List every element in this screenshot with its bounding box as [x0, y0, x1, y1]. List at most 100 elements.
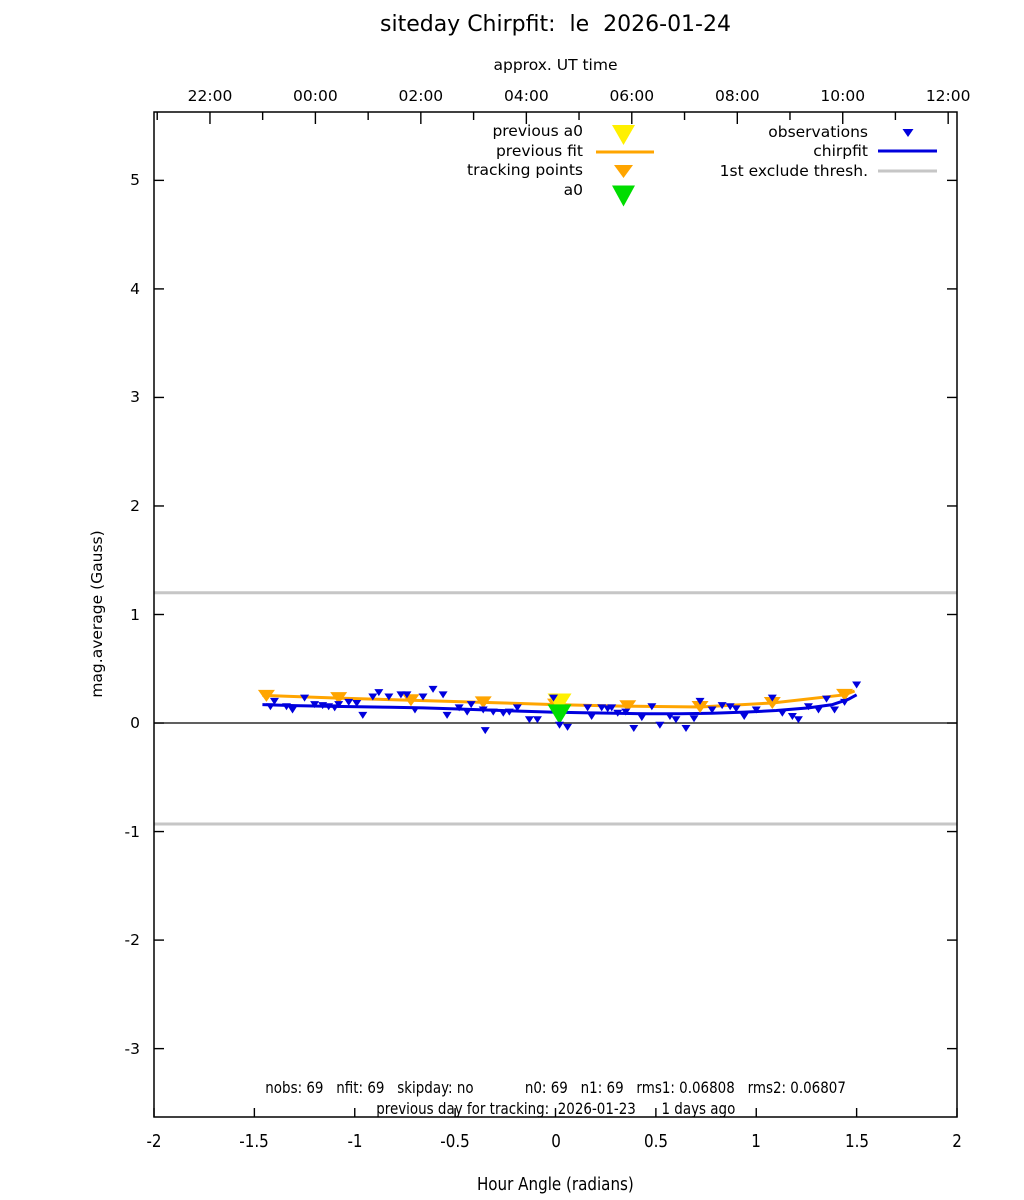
y-tick-label: 3 [130, 388, 140, 407]
observation-point [334, 701, 344, 709]
observation-point [410, 706, 420, 714]
observation-point [717, 702, 727, 710]
x-tick-label-text: -1 [347, 1131, 363, 1152]
observation-point [480, 727, 490, 735]
observation-point [681, 724, 691, 732]
observation-point [665, 713, 675, 721]
tracking-point-marker [836, 688, 854, 701]
observation-point [488, 708, 498, 716]
tracking-point-marker [691, 700, 709, 713]
a0-marker [547, 704, 572, 725]
x-tick-label-text: 1.5 [844, 1131, 869, 1152]
ut-tick-label: 22:00 [187, 87, 233, 105]
ut-tick-label: 10:00 [820, 87, 866, 105]
observation-point [352, 699, 362, 707]
observation-point [787, 713, 797, 721]
y-tick-label: -1 [124, 822, 140, 841]
observation-point [288, 706, 298, 714]
legend-label-previous-fit: previous fit [495, 142, 583, 160]
observation-point [813, 706, 823, 714]
observation-point [629, 724, 639, 732]
observation-point [532, 716, 542, 724]
x-tick-label-text: -2 [146, 1131, 162, 1152]
observation-point [358, 711, 368, 719]
observation-point [478, 706, 488, 714]
observation-point [524, 716, 534, 724]
observation-point [310, 701, 320, 709]
observation-point [512, 704, 522, 712]
x-tick-label-text: 2 [952, 1131, 962, 1152]
observation-point [607, 704, 617, 712]
observation-point [695, 697, 705, 705]
ut-tick-label: 02:00 [398, 87, 444, 105]
legend-label-exclude-thresh: 1st exclude thresh. [719, 162, 868, 180]
chart-title: siteday Chirpfit: le 2026-01-24 [380, 12, 731, 37]
x-tick-label-text: 1 [751, 1131, 762, 1152]
observation-point [689, 715, 699, 723]
top-axis-title: approx. UT time [493, 56, 618, 74]
observation-point [739, 713, 749, 721]
tracking-point-marker [763, 696, 781, 709]
x-tick-label-text: 0.5 [643, 1131, 668, 1152]
observation-point [621, 708, 631, 716]
x-tick-label: 0.5 [642, 1131, 671, 1153]
observation-point [587, 713, 597, 721]
observation-point [418, 693, 428, 701]
observation-point [396, 691, 406, 699]
observation-point [830, 706, 840, 714]
stats-line-2-text: previous day for tracking: 2026-01-23 1 … [375, 1099, 736, 1118]
observation-point [281, 703, 291, 711]
observation-point [442, 711, 452, 719]
legend-label-previous-a0: previous a0 [492, 122, 583, 140]
observation-point [265, 703, 275, 711]
x-tick-label-text: 0 [550, 1131, 561, 1152]
stats-line-1-text: nobs: 69 nfit: 69 skipday: no n0: 69 n1:… [265, 1078, 846, 1097]
stats-line-2: previous day for tracking: 2026-01-23 1 … [154, 1099, 957, 1119]
y-tick-label: 1 [130, 605, 140, 624]
observation-point [751, 706, 761, 714]
legend-a0-marker [612, 185, 635, 207]
x-axis-title: Hour Angle (radians) [154, 1174, 957, 1195]
legend-observations-marker [902, 129, 914, 137]
legend-label-tracking-points: tracking points [467, 161, 583, 179]
observation-point [852, 681, 862, 689]
observation-point [384, 693, 394, 701]
observation-point [767, 694, 777, 702]
observation-point [725, 703, 735, 711]
ut-tick-label: 04:00 [504, 87, 549, 105]
observation-point [498, 709, 508, 717]
observation-point [731, 705, 741, 713]
tracking-point-marker [257, 689, 275, 702]
observation-point [466, 701, 476, 709]
observation-point [803, 703, 813, 711]
x-tick-label-text: -1.5 [239, 1131, 270, 1152]
x-tick-label: -0.5 [438, 1131, 473, 1153]
observation-point [368, 693, 378, 701]
x-tick-label: 1.5 [842, 1131, 871, 1153]
y-tick-label: 5 [130, 171, 140, 190]
x-tick-label: 0 [550, 1131, 561, 1153]
stats-line-1: nobs: 69 nfit: 69 skipday: no n0: 69 n1:… [154, 1078, 957, 1098]
x-tick-label: 2 [951, 1131, 962, 1153]
legend-label-chirpfit: chirpfit [813, 142, 868, 160]
x-tick-label-text: -0.5 [440, 1131, 470, 1152]
observation-point [671, 716, 681, 724]
y-tick-label: 0 [130, 714, 140, 733]
legend-label-a0: a0 [563, 181, 583, 199]
chirpfit-line [262, 693, 858, 716]
observation-point [462, 708, 472, 716]
ut-tick-label: 12:00 [925, 87, 971, 105]
tracking-point-marker [474, 696, 492, 709]
y-tick-label: 4 [130, 279, 140, 298]
legend-tracking-points-marker [614, 165, 633, 178]
observation-point [402, 691, 412, 699]
observation-point [344, 698, 354, 706]
observation-point [374, 689, 384, 697]
observation-point [822, 695, 832, 703]
observation-point [300, 694, 310, 702]
x-tick-label: -1 [346, 1131, 364, 1153]
observation-point [269, 697, 279, 705]
observation-point [840, 698, 850, 706]
